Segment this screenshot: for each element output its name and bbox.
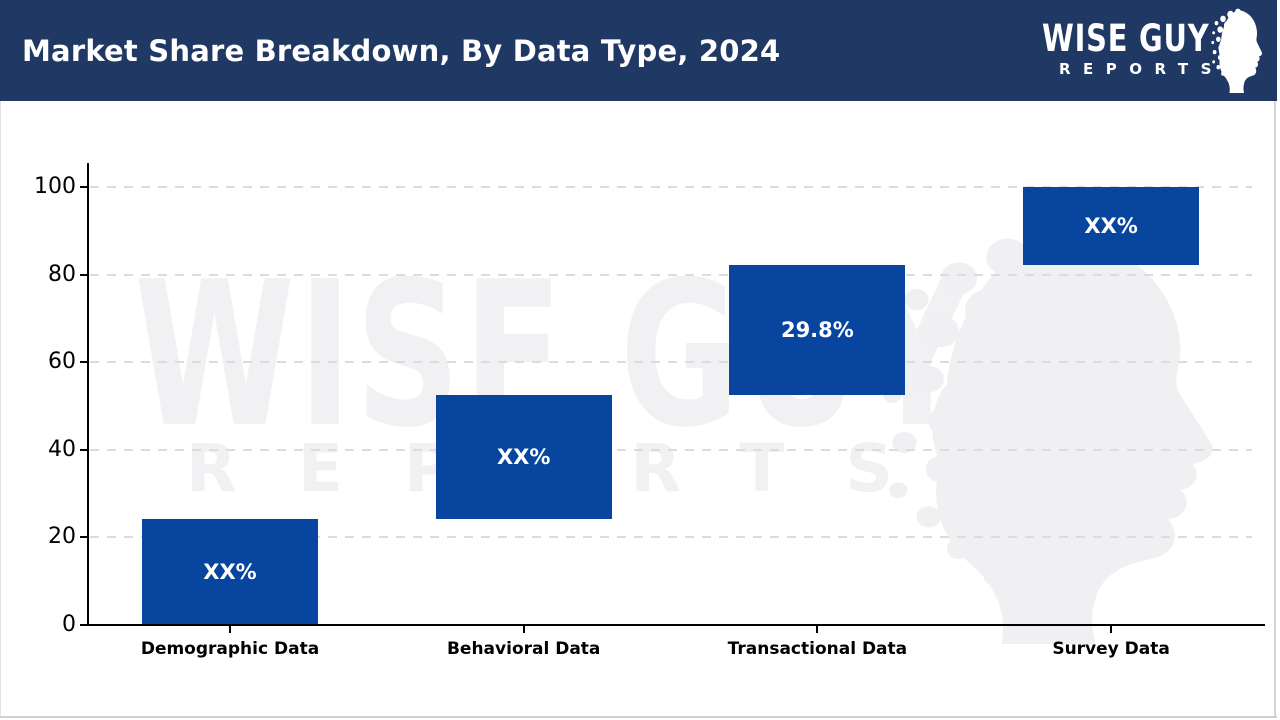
y-tick-mark-0 — [80, 624, 88, 626]
y-tick-label-0: 0 — [62, 612, 76, 637]
bottom-edge-line — [0, 716, 1277, 718]
gridline-40 — [90, 448, 1252, 451]
bar-demographic-data: XX% — [142, 519, 318, 625]
x-tick-mark-survey-data — [1110, 626, 1113, 633]
gridline-100 — [90, 186, 1252, 188]
gridline-20 — [90, 536, 1252, 539]
x-tick-label-transactional-data: Transactional Data — [727, 639, 908, 659]
y-tick-mark-60 — [80, 361, 88, 364]
x-tick-label-survey-data: Survey Data — [1052, 639, 1170, 659]
y-tick-label-60: 60 — [48, 349, 76, 375]
bar-behavioral-data: XX% — [435, 395, 612, 519]
x-tick-label-demographic-data: Demographic Data — [140, 639, 320, 659]
x-tick-mark-behavioral-data — [522, 626, 525, 633]
gridline-80 — [90, 273, 1252, 276]
y-tick-mark-20 — [80, 536, 88, 539]
x-tick-mark-transactional-data — [816, 626, 819, 633]
left-edge-line — [0, 101, 1, 716]
x-tick-label-behavioral-data: Behavioral Data — [446, 639, 601, 659]
bar-survey-data: XX% — [1023, 187, 1200, 265]
y-tick-label-40: 40 — [48, 436, 76, 462]
y-tick-label-80: 80 — [48, 261, 76, 287]
logo-wordmark: WISE GUY — [1042, 17, 1210, 60]
right-edge-line — [1274, 101, 1276, 716]
y-tick-label-20: 20 — [48, 524, 76, 550]
y-tick-mark-80 — [80, 273, 88, 276]
header-bar: Market Share Breakdown, By Data Type, 20… — [0, 0, 1277, 101]
logo-head-icon — [1209, 7, 1265, 97]
y-tick-label-100: 100 — [34, 174, 76, 199]
bar-value-label: XX% — [1084, 213, 1138, 238]
y-axis-line — [87, 163, 89, 626]
bar-value-label: 29.8% — [780, 318, 854, 343]
bar-value-label: XX% — [203, 559, 257, 584]
bar-transactional-data: 29.8% — [729, 264, 906, 396]
x-tick-mark-demographic-data — [229, 626, 231, 633]
y-tick-mark-100 — [80, 186, 88, 188]
y-tick-mark-40 — [80, 448, 88, 451]
gridline-60 — [90, 361, 1252, 364]
logo-reports-label: REPORTS — [1059, 60, 1224, 78]
bar-value-label: XX% — [496, 445, 551, 470]
x-axis-line — [87, 624, 1265, 626]
page-title: Market Share Breakdown, By Data Type, 20… — [22, 33, 781, 68]
